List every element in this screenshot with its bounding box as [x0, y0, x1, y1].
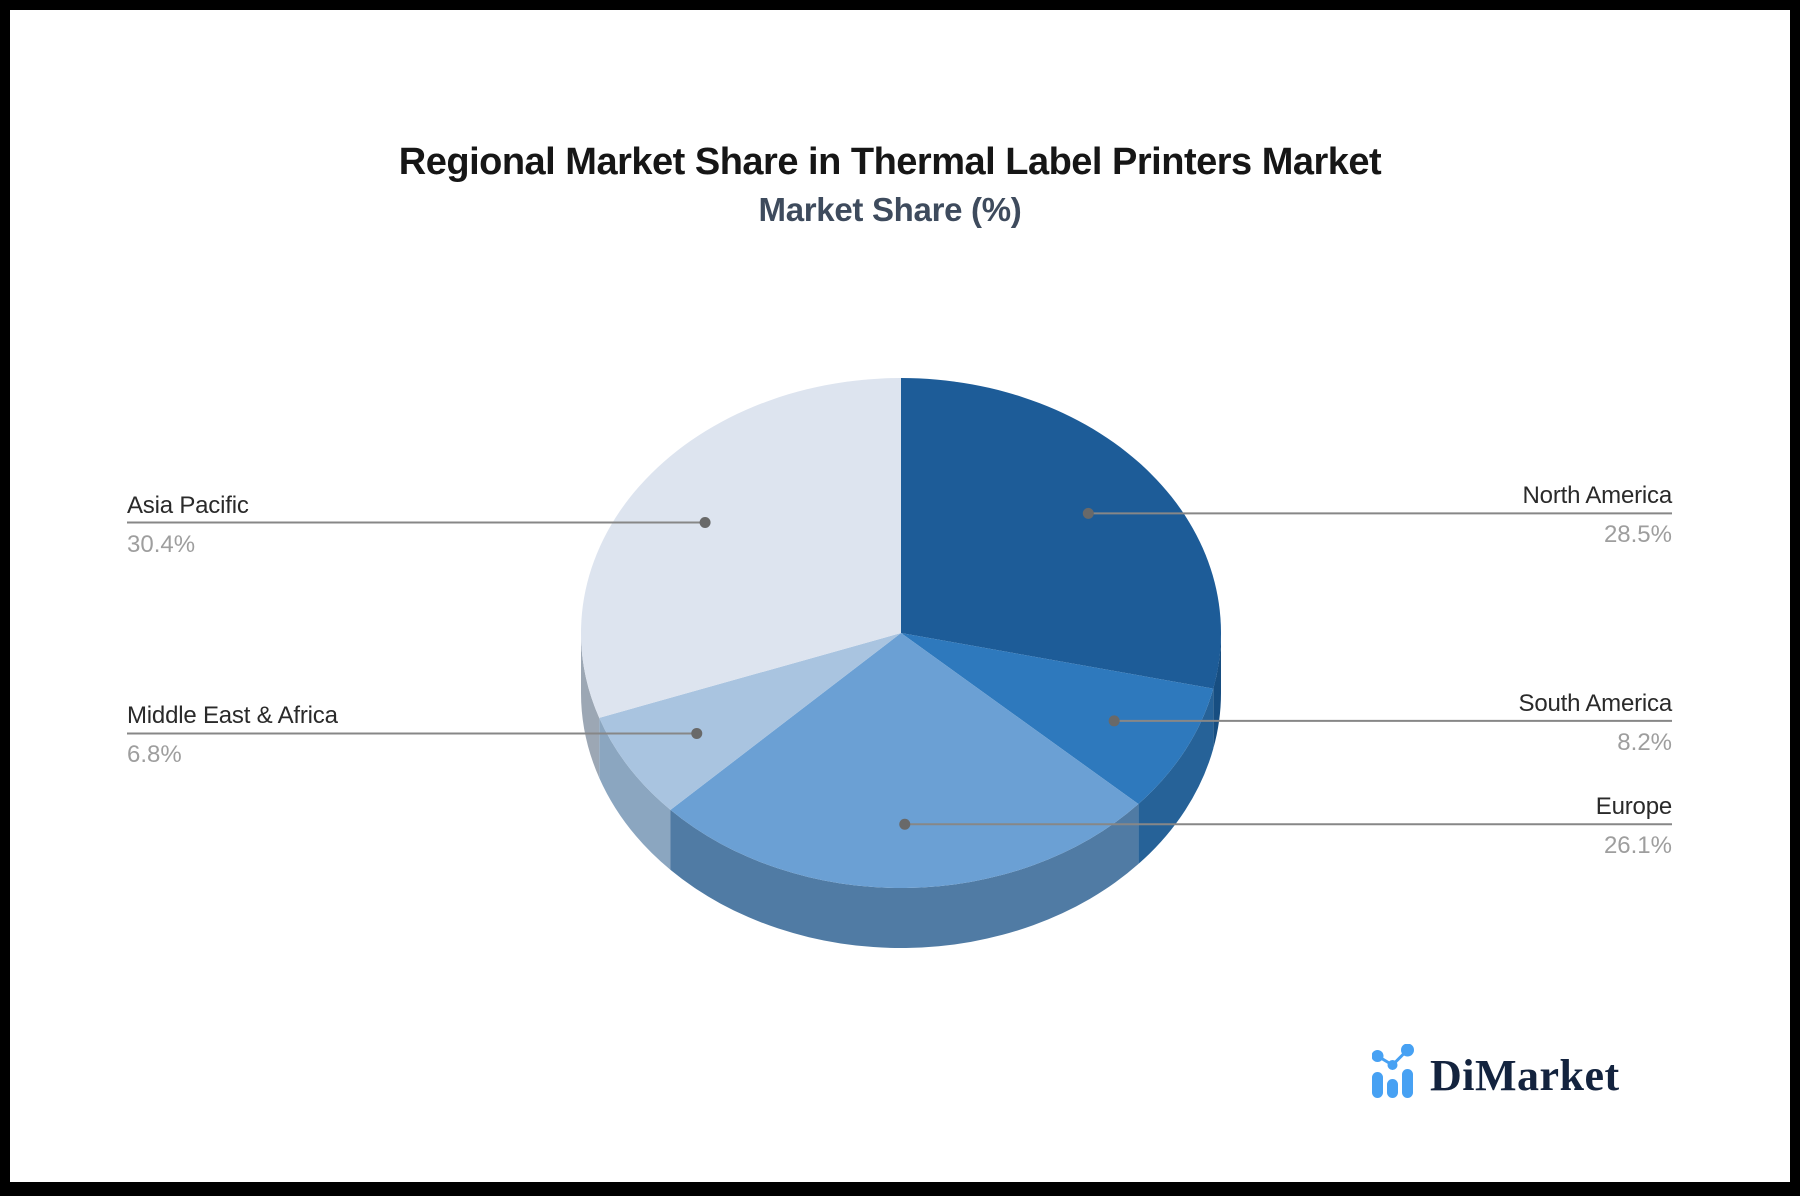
- logo-dot: [1401, 1044, 1414, 1057]
- logo-bar: [1402, 1069, 1413, 1098]
- leader-dot: [1082, 507, 1094, 519]
- slice-label: Middle East & Africa: [127, 702, 338, 730]
- bar-line-chart-icon: [1372, 1044, 1414, 1098]
- pie-slice-side-europe[interactable]: [670, 804, 1139, 948]
- slice-percent: 30.4%: [127, 530, 196, 558]
- slice-label: North America: [1522, 482, 1673, 510]
- leader-dot: [899, 818, 911, 830]
- logo-bar: [1372, 1072, 1383, 1098]
- pie-slice-side-north-america[interactable]: [1213, 633, 1221, 749]
- pie-slice-north-america[interactable]: [901, 378, 1221, 689]
- slice-label: Europe: [1595, 793, 1672, 821]
- pie-slice-side-asia-pacific[interactable]: [581, 633, 600, 778]
- slice-percent: 26.1%: [1603, 832, 1672, 860]
- logo-text: DiMarket: [1430, 1050, 1620, 1100]
- slice-percent: 6.8%: [127, 741, 182, 769]
- pie-slice-asia-pacific[interactable]: [580, 378, 901, 718]
- leader-dot: [1108, 715, 1120, 727]
- slice-percent: 8.2%: [1617, 728, 1672, 756]
- pie-slice-south-america[interactable]: [901, 633, 1214, 805]
- logo-bar: [1387, 1079, 1398, 1098]
- slice-percent: 28.5%: [1603, 521, 1672, 549]
- slice-label: South America: [1518, 689, 1673, 717]
- pie-slice-middle-east-africa[interactable]: [599, 633, 901, 810]
- logo-dot: [1372, 1050, 1384, 1062]
- pie-slice-side-south-america[interactable]: [1138, 688, 1214, 865]
- logo: DiMarket: [1372, 1040, 1662, 1110]
- slice-label: Asia Pacific: [127, 491, 249, 519]
- logo-dot: [1387, 1060, 1398, 1070]
- chart-subtitle: Market Share (%): [758, 191, 1022, 228]
- leader-dot: [699, 517, 711, 529]
- leader-dot: [691, 727, 703, 739]
- pie-slice-side-middle-east-africa[interactable]: [599, 717, 671, 870]
- chart-canvas: Regional Market Share in Thermal Label P…: [10, 10, 1790, 1182]
- chart-title: Regional Market Share in Thermal Label P…: [398, 141, 1382, 183]
